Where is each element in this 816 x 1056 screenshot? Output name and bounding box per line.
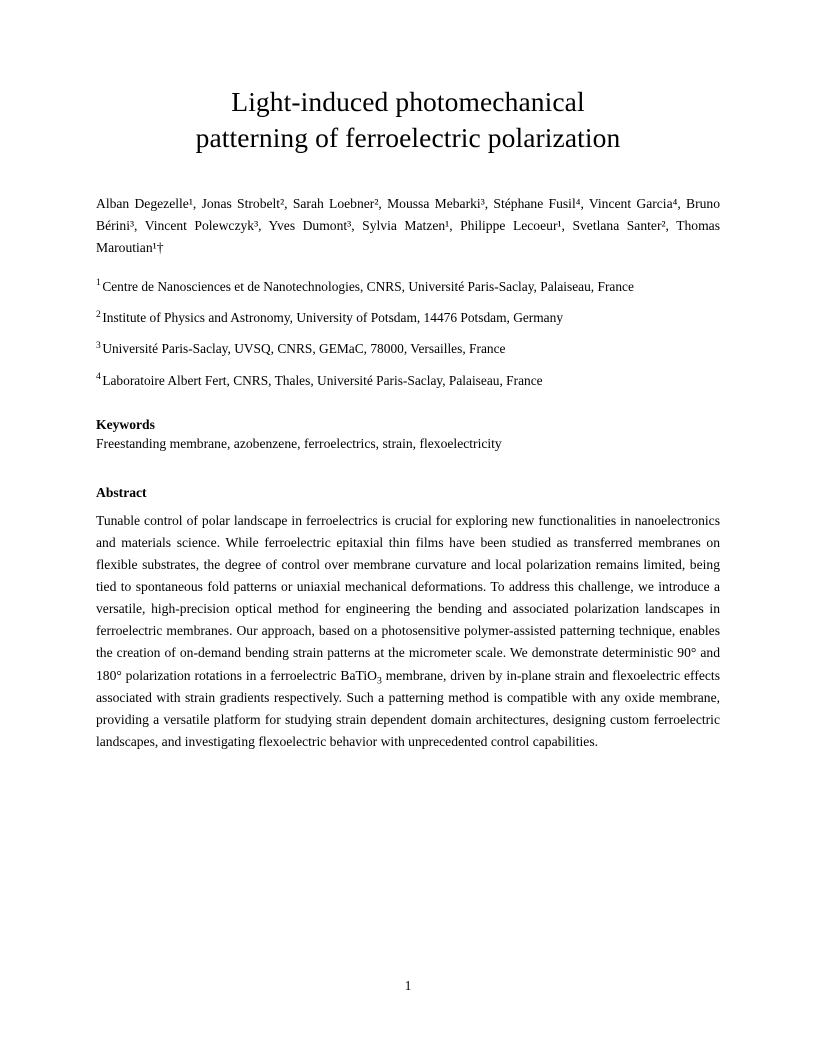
keywords-list: Freestanding membrane, azobenzene, ferro…: [96, 436, 502, 452]
affiliation-marker: 2: [96, 308, 101, 320]
abstract-section: Abstract Tunable control of polar landsc…: [96, 485, 720, 754]
affiliation-text: Centre de Nanosciences et de Nanotechnol…: [102, 278, 634, 294]
author-list: Alban Degezelle¹, Jonas Strobelt², Sarah…: [96, 195, 720, 255]
affiliation-text: Université Paris-Saclay, UVSQ, CNRS, GEM…: [102, 341, 506, 357]
affiliation-item: 2 Institute of Physics and Astronomy, Uni…: [96, 308, 720, 328]
page-title: Light-induced photomechanical patterning…: [96, 0, 720, 157]
affiliation-text: Institute of Physics and Astronomy, Univ…: [102, 310, 564, 326]
abstract-text-part-1: Tunable control of polar landscape in fe…: [96, 512, 720, 683]
abstract-body: Tunable control of polar landscape in fe…: [96, 510, 720, 754]
page-content-column: Light-induced photomechanical patterning…: [96, 0, 720, 753]
chemical-subscript: 3: [376, 675, 382, 687]
keywords-section: Keywords Freestanding membrane, azobenze…: [96, 417, 720, 454]
affiliation-marker: 4: [96, 371, 101, 383]
affiliation-item: 4 Laboratoire Albert Fert, CNRS, Thales, …: [96, 371, 720, 391]
affiliation-marker: 3: [96, 339, 101, 351]
affiliation-text: Laboratoire Albert Fert, CNRS, Thales, U…: [102, 372, 543, 388]
affiliation-item: 1 Centre de Nanosciences et de Nanotechno…: [96, 277, 720, 297]
affiliation-list: 1 Centre de Nanosciences et de Nanotechno…: [96, 277, 720, 392]
page-title-line-2: patterning of ferroelectric polarization: [195, 122, 621, 154]
abstract-heading: Abstract: [96, 484, 147, 500]
keywords-heading: Keywords: [96, 417, 155, 433]
affiliation-item: 3 Université Paris-Saclay, UVSQ, CNRS, GE…: [96, 339, 720, 359]
abstract-text-part-2: membrane, driven by in-plane strain and …: [96, 667, 720, 750]
page-number: 1: [404, 978, 412, 993]
page-title-line-1: Light-induced photomechanical: [231, 86, 585, 117]
affiliation-marker: 1: [96, 277, 101, 289]
